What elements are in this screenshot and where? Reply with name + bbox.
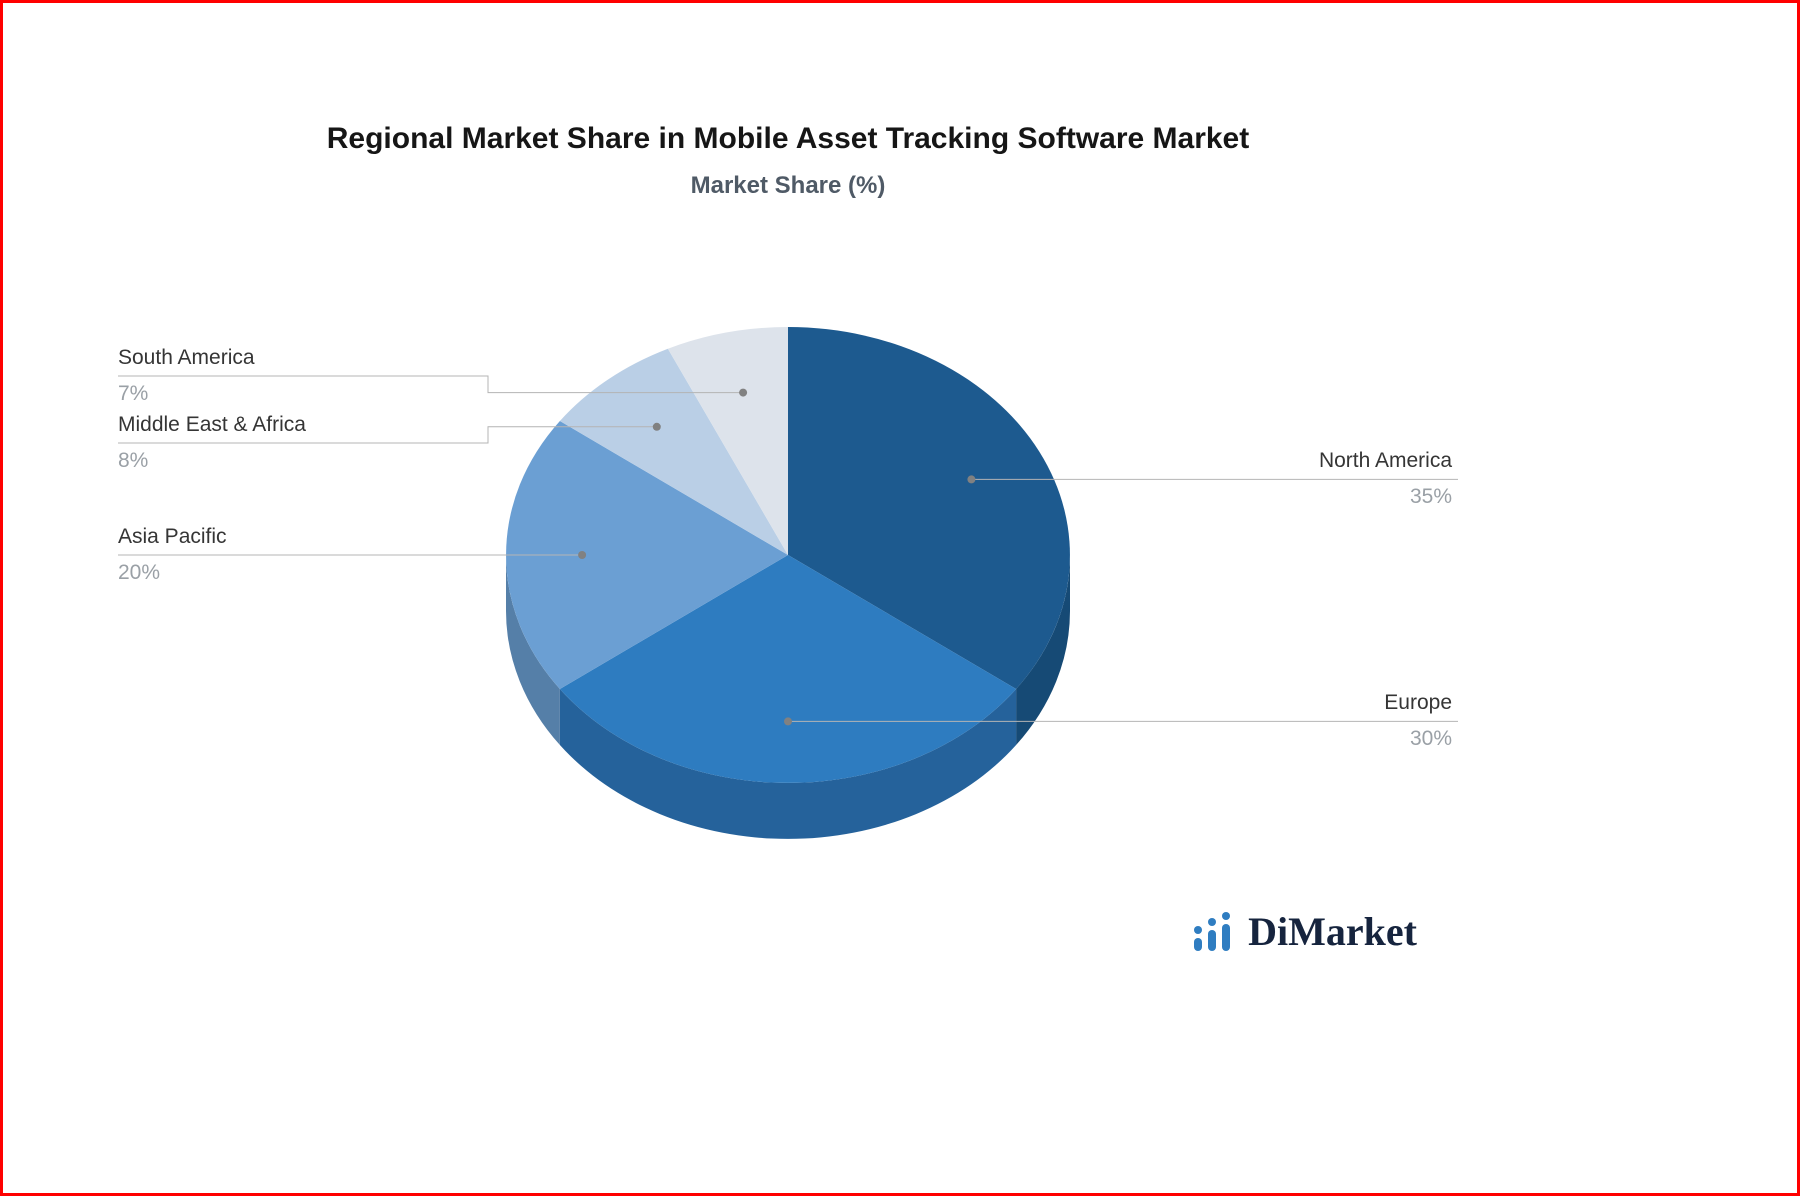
slice-label: South America: [118, 346, 255, 369]
leader-line-south-america: [118, 375, 744, 394]
leader-dot-middle-east-africa: [652, 422, 661, 431]
pie-slice-asia-pacific: [506, 421, 788, 689]
slice-callout-north-america: North America 35%: [1319, 449, 1452, 509]
slice-value: 7%: [118, 382, 149, 405]
brand-logo: DiMarket: [1192, 911, 1417, 953]
brand-name: DiMarket: [1248, 909, 1417, 954]
pie-slice-north-america: [788, 327, 1070, 689]
slice-value: 35%: [1409, 485, 1452, 509]
pie-slice-south-america: [667, 327, 788, 555]
slice-callout-europe: Europe 30%: [1384, 691, 1452, 751]
pie-slice-side-europe: [559, 689, 1017, 839]
slice-callouts-layer: North America 35% Europe 30% Asia Pacific 20%…: [3, 3, 1797, 1193]
leader-dot-north-america: [967, 475, 976, 484]
slice-callout-south-america: South America 7%: [118, 346, 255, 406]
pie-slice-europe: [559, 555, 1017, 783]
slice-label: Asia Pacific: [118, 525, 227, 548]
slice-callout-asia-pacific: Asia Pacific 20%: [118, 525, 227, 585]
pie-chart-svg: [118, 327, 1458, 839]
slice-value: 20%: [118, 561, 161, 584]
slice-value: 30%: [1409, 727, 1452, 751]
leader-dot-asia-pacific: [578, 551, 587, 559]
bar-chart-icon: [1194, 912, 1231, 951]
slice-callout-middle-east-africa: Middle East & Africa 8%: [118, 413, 306, 473]
pie-slice-middle-east-africa: [559, 348, 788, 555]
pie-slice-side-asia-pacific: [506, 555, 560, 745]
leader-line-middle-east-africa: [118, 426, 657, 444]
chart-subtitle: Market Share (%): [690, 172, 886, 199]
slice-label: Middle East & Africa: [118, 413, 306, 436]
leader-dot-south-america: [739, 388, 748, 397]
slice-label: Europe: [1384, 691, 1452, 715]
leader-dot-europe: [784, 717, 792, 726]
chart-title: Regional Market Share in Mobile Asset Tr…: [326, 122, 1250, 155]
slice-value: 8%: [118, 449, 149, 472]
slice-label: North America: [1318, 449, 1452, 473]
pie-slice-side-north-america: [1016, 555, 1070, 745]
